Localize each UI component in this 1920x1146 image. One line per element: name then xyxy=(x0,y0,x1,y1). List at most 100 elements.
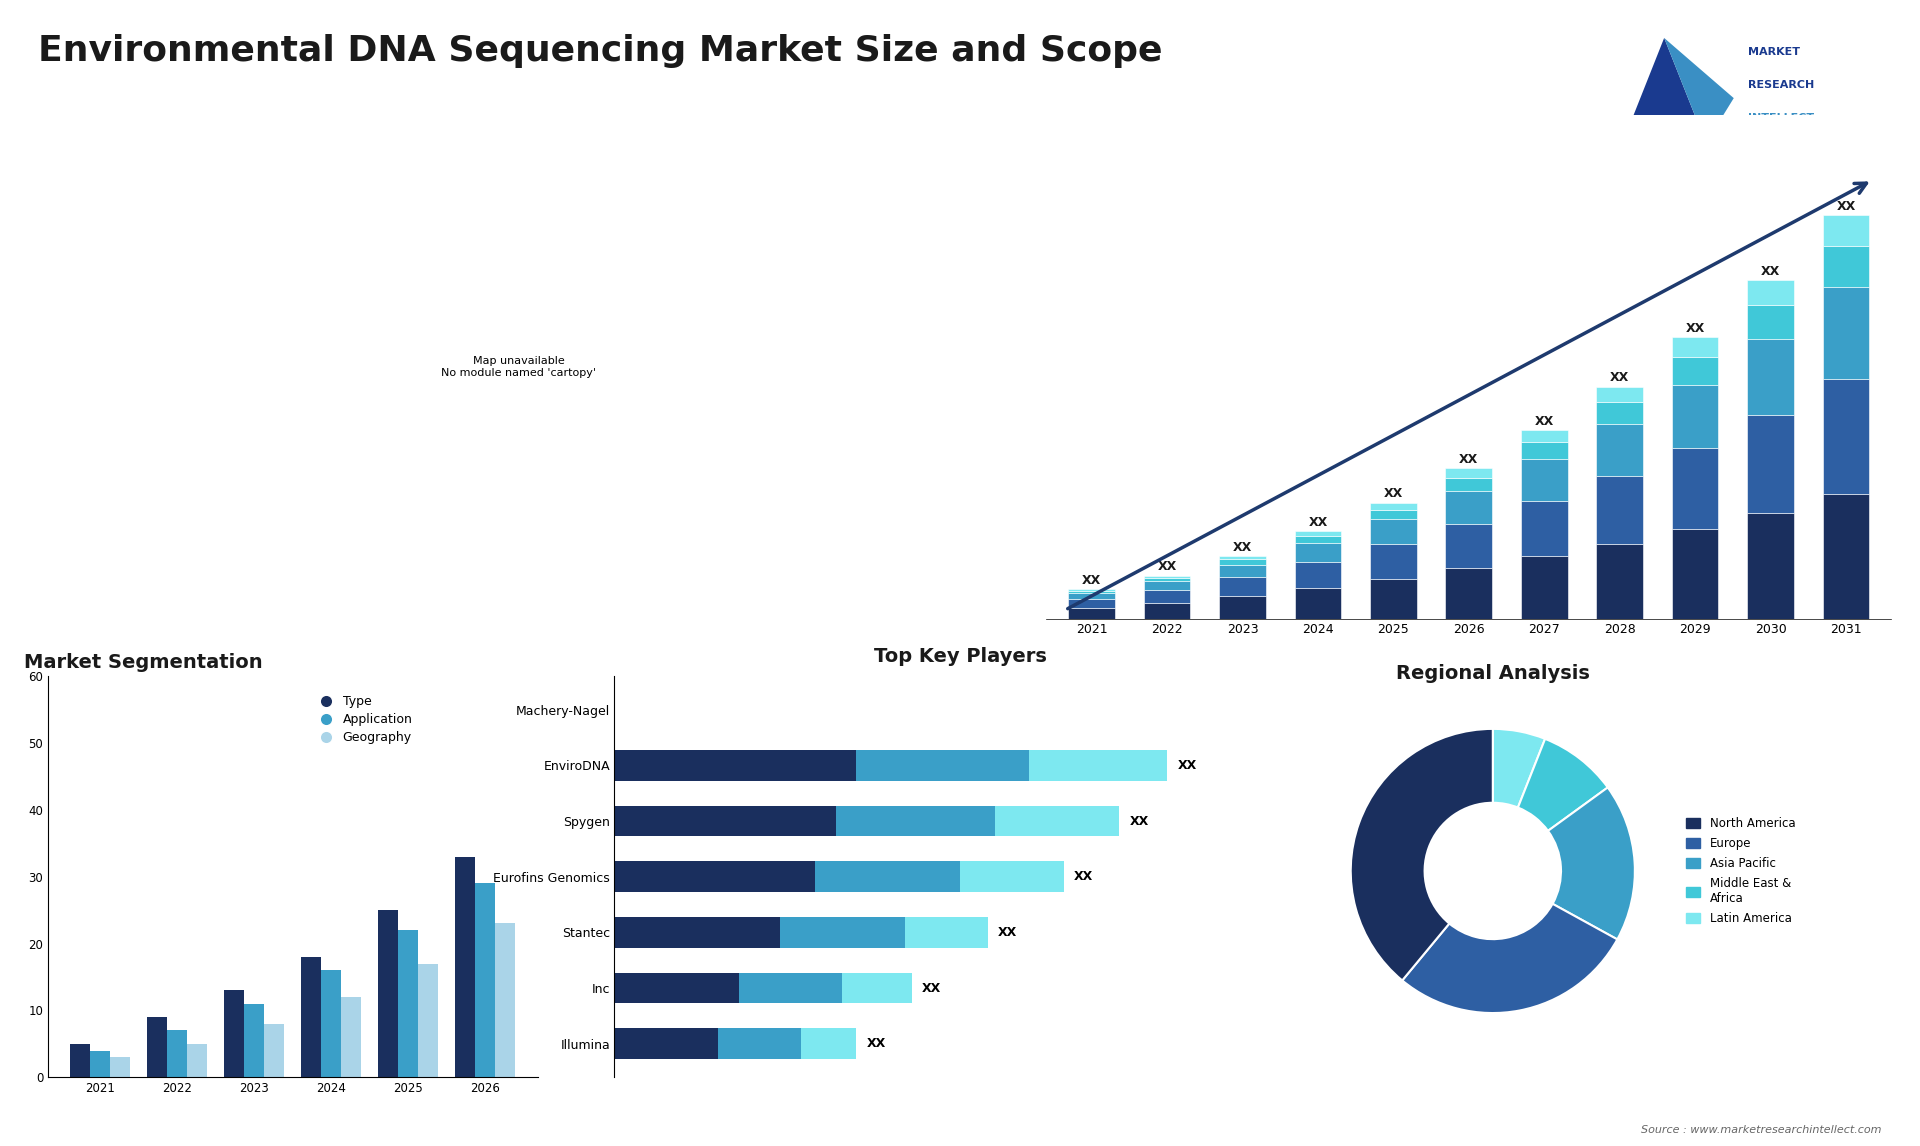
Bar xyxy=(1672,358,1718,385)
Bar xyxy=(1446,524,1492,568)
Bar xyxy=(1672,385,1718,448)
Bar xyxy=(71,1044,90,1077)
Text: Market Segmentation: Market Segmentation xyxy=(23,653,263,672)
Text: XX: XX xyxy=(1534,415,1553,427)
Bar xyxy=(1596,402,1644,424)
Bar xyxy=(1521,501,1567,556)
Bar xyxy=(1822,246,1870,288)
Bar xyxy=(1596,544,1644,619)
Bar xyxy=(843,973,912,1004)
Bar xyxy=(148,1018,167,1077)
Bar xyxy=(1596,386,1644,402)
Bar xyxy=(1672,529,1718,619)
Bar xyxy=(1144,578,1190,581)
Bar xyxy=(856,749,1029,780)
Bar xyxy=(1219,578,1265,596)
Bar xyxy=(1029,749,1167,780)
Bar xyxy=(614,749,856,780)
Title: Top Key Players: Top Key Players xyxy=(874,647,1046,666)
Text: INTELLECT: INTELLECT xyxy=(1747,113,1814,123)
Bar xyxy=(1371,544,1417,579)
Bar xyxy=(739,973,843,1004)
Bar xyxy=(960,862,1064,892)
Text: XX: XX xyxy=(1686,322,1705,335)
Legend: North America, Europe, Asia Pacific, Middle East &
Africa, Latin America: North America, Europe, Asia Pacific, Mid… xyxy=(1686,817,1795,925)
Text: XX: XX xyxy=(1158,560,1177,573)
Bar xyxy=(1294,536,1342,543)
Bar xyxy=(455,857,476,1077)
Bar xyxy=(1219,565,1265,578)
Text: XX: XX xyxy=(866,1037,885,1050)
Text: XX: XX xyxy=(1611,371,1630,384)
Bar xyxy=(1521,430,1567,442)
Bar xyxy=(1144,590,1190,603)
Bar xyxy=(780,917,904,948)
Bar xyxy=(614,806,835,837)
Bar xyxy=(167,1030,188,1077)
Bar xyxy=(1371,503,1417,510)
Text: RESEARCH: RESEARCH xyxy=(1747,80,1814,91)
Bar xyxy=(301,957,321,1077)
Bar xyxy=(1521,556,1567,619)
Bar xyxy=(244,1004,265,1077)
Bar xyxy=(90,1051,109,1077)
Bar xyxy=(1144,603,1190,619)
Bar xyxy=(1521,460,1567,501)
Bar xyxy=(1371,519,1417,544)
Bar xyxy=(419,964,438,1077)
Text: MARKET: MARKET xyxy=(1747,47,1799,57)
Text: XX: XX xyxy=(1459,453,1478,466)
Bar xyxy=(1144,575,1190,578)
Bar xyxy=(814,862,960,892)
Bar xyxy=(904,917,987,948)
Bar xyxy=(1747,339,1793,415)
Bar xyxy=(614,917,780,948)
Bar xyxy=(495,924,515,1077)
Text: XX: XX xyxy=(1836,201,1855,213)
Circle shape xyxy=(1432,811,1553,931)
Bar xyxy=(1446,492,1492,524)
Text: XX: XX xyxy=(1083,574,1102,587)
Bar xyxy=(109,1057,131,1077)
Polygon shape xyxy=(1665,38,1734,143)
Text: XX: XX xyxy=(1384,487,1404,501)
Wedge shape xyxy=(1352,729,1494,981)
Title: Regional Analysis: Regional Analysis xyxy=(1396,665,1590,683)
Text: Environmental DNA Sequencing Market Size and Scope: Environmental DNA Sequencing Market Size… xyxy=(38,34,1164,69)
Text: XX: XX xyxy=(998,926,1018,939)
Bar xyxy=(1822,215,1870,246)
Bar xyxy=(1294,543,1342,562)
Bar xyxy=(1371,510,1417,519)
Bar xyxy=(1294,588,1342,619)
Text: Map unavailable
No module named 'cartopy': Map unavailable No module named 'cartopy… xyxy=(442,356,595,377)
Bar xyxy=(1747,305,1793,339)
Bar xyxy=(225,990,244,1077)
Bar xyxy=(1672,448,1718,529)
Wedge shape xyxy=(1548,787,1634,940)
Bar xyxy=(1822,288,1870,379)
Text: XX: XX xyxy=(1129,815,1148,827)
Bar xyxy=(614,862,814,892)
Bar xyxy=(1747,512,1793,619)
Bar xyxy=(1068,609,1116,619)
Text: XX: XX xyxy=(1177,759,1196,772)
Bar xyxy=(1822,379,1870,494)
Bar xyxy=(614,1028,718,1059)
Text: XX: XX xyxy=(1761,265,1780,278)
Bar xyxy=(321,971,342,1077)
Bar xyxy=(718,1028,801,1059)
Bar xyxy=(1294,532,1342,536)
Bar xyxy=(1294,562,1342,588)
Polygon shape xyxy=(1622,38,1705,143)
Bar xyxy=(265,1023,284,1077)
Bar xyxy=(1068,591,1116,594)
Wedge shape xyxy=(1519,739,1607,831)
Bar xyxy=(1446,469,1492,478)
Bar xyxy=(378,910,397,1077)
Bar xyxy=(1596,476,1644,544)
Text: XX: XX xyxy=(1308,516,1327,529)
Bar xyxy=(188,1044,207,1077)
Bar xyxy=(1446,478,1492,492)
Bar xyxy=(1068,594,1116,599)
Text: Source : www.marketresearchintellect.com: Source : www.marketresearchintellect.com xyxy=(1642,1124,1882,1135)
